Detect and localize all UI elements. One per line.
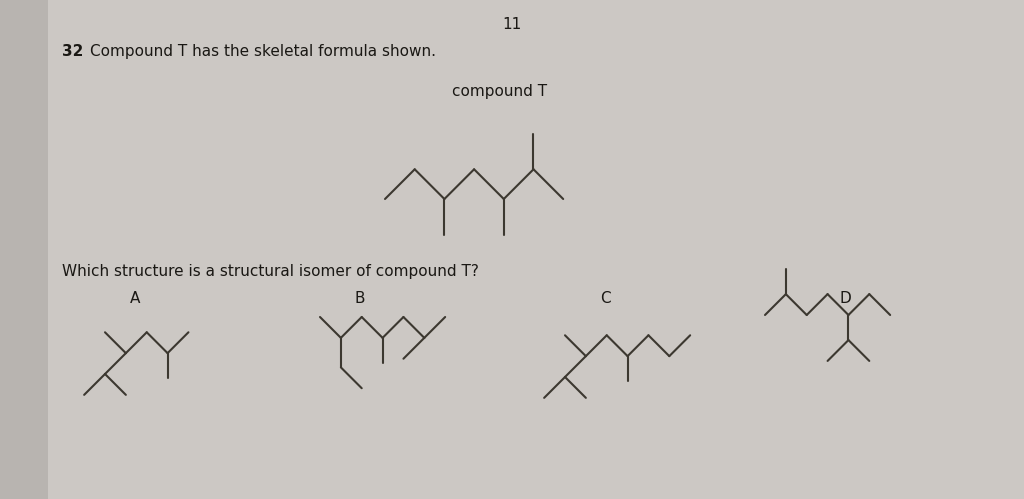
Text: B: B (354, 291, 366, 306)
Bar (0, 0, 48, 499)
Text: D: D (839, 291, 851, 306)
Text: compound T: compound T (453, 84, 548, 99)
Text: Compound T has the skeletal formula shown.: Compound T has the skeletal formula show… (90, 44, 436, 59)
Text: Which structure is a structural isomer of compound T?: Which structure is a structural isomer o… (62, 264, 479, 279)
Text: C: C (600, 291, 610, 306)
Text: 11: 11 (503, 17, 521, 32)
Text: 32: 32 (62, 44, 83, 59)
Text: A: A (130, 291, 140, 306)
